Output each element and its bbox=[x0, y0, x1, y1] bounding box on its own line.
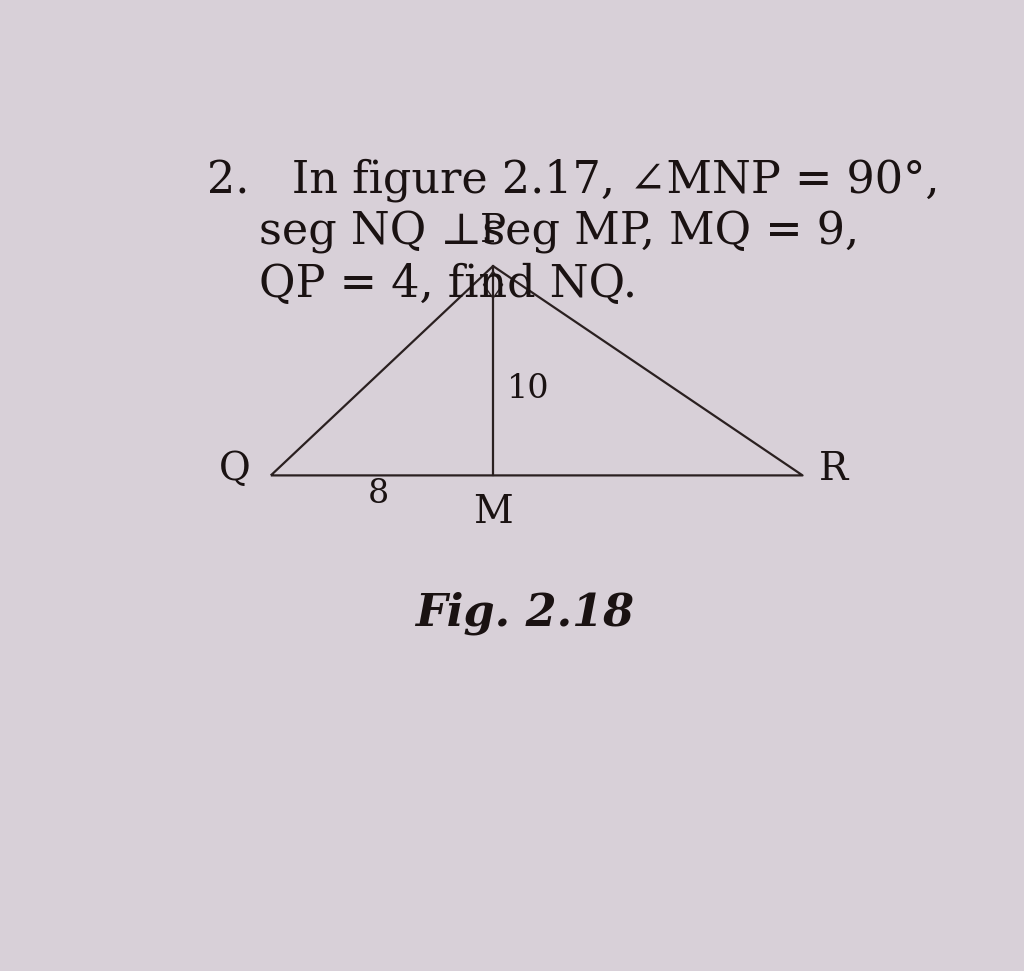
Text: 10: 10 bbox=[507, 374, 550, 406]
Text: 2.   In figure 2.17, ∠MNP = 90°,: 2. In figure 2.17, ∠MNP = 90°, bbox=[207, 158, 940, 202]
Text: seg NQ ⊥seg MP, MQ = 9,: seg NQ ⊥seg MP, MQ = 9, bbox=[259, 211, 859, 254]
Text: Q: Q bbox=[219, 451, 251, 487]
Text: QP = 4, find NQ.: QP = 4, find NQ. bbox=[259, 263, 637, 306]
Text: 8: 8 bbox=[368, 478, 389, 510]
Text: R: R bbox=[818, 451, 848, 487]
Text: Fig. 2.18: Fig. 2.18 bbox=[416, 592, 634, 635]
Text: P: P bbox=[480, 213, 506, 250]
Text: M: M bbox=[473, 494, 513, 531]
